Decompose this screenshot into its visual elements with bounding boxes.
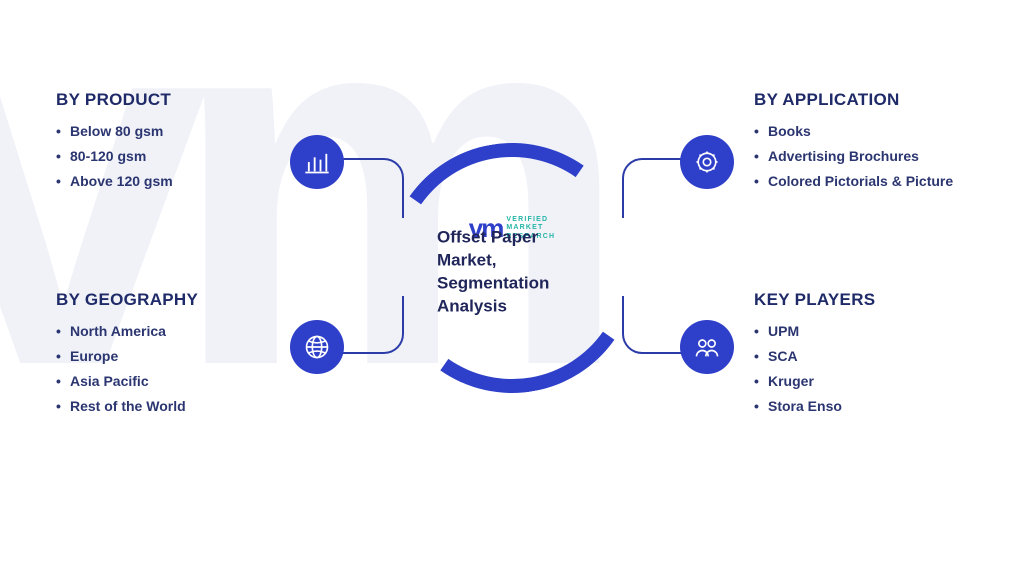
segment-geography: BY GEOGRAPHY North America Europe Asia Pac… bbox=[56, 290, 296, 422]
segment-list-geography: North America Europe Asia Pacific Rest of t… bbox=[56, 322, 296, 416]
gear-icon bbox=[680, 135, 734, 189]
center-title: Offset Paper Market, Segmentation Analys… bbox=[437, 227, 587, 319]
list-item: Asia Pacific bbox=[56, 372, 296, 391]
segment-title: BY PRODUCT bbox=[56, 90, 296, 110]
segment-application: BY APPLICATION Books Advertising Brochure… bbox=[754, 90, 994, 197]
list-item: Below 80 gsm bbox=[56, 122, 296, 141]
list-item: Rest of the World bbox=[56, 397, 296, 416]
list-item: Europe bbox=[56, 347, 296, 366]
globe-icon bbox=[290, 320, 344, 374]
list-item: Books bbox=[754, 122, 994, 141]
list-item: Kruger bbox=[754, 372, 994, 391]
segment-title: BY APPLICATION bbox=[754, 90, 994, 110]
people-icon bbox=[680, 320, 734, 374]
list-item: Above 120 gsm bbox=[56, 172, 296, 191]
list-item: North America bbox=[56, 322, 296, 341]
list-item: UPM bbox=[754, 322, 994, 341]
segment-list-keyplayers: UPM SCA Kruger Stora Enso bbox=[754, 322, 994, 416]
list-item: Stora Enso bbox=[754, 397, 994, 416]
list-item: 80-120 gsm bbox=[56, 147, 296, 166]
segment-title: KEY PLAYERS bbox=[754, 290, 994, 310]
list-item: SCA bbox=[754, 347, 994, 366]
center-title-wrap: Offset Paper Market, Segmentation Analys… bbox=[437, 227, 587, 319]
segment-title: BY GEOGRAPHY bbox=[56, 290, 296, 310]
diagram-root: BY PRODUCT Below 80 gsm 80-120 gsm Above 1… bbox=[0, 0, 1024, 576]
segment-list-application: Books Advertising Brochures Colored Pictor… bbox=[754, 122, 994, 191]
list-item: Colored Pictorials & Picture bbox=[754, 172, 994, 191]
center-circle: vm VERIFIEDMARKETRESEARCH Offset Paper M… bbox=[387, 143, 637, 393]
segment-product: BY PRODUCT Below 80 gsm 80-120 gsm Above 1… bbox=[56, 90, 296, 197]
bar-chart-icon bbox=[290, 135, 344, 189]
segment-list-product: Below 80 gsm 80-120 gsm Above 120 gsm bbox=[56, 122, 296, 191]
list-item: Advertising Brochures bbox=[754, 147, 994, 166]
segment-key-players: KEY PLAYERS UPM SCA Kruger Stora Enso bbox=[754, 290, 994, 422]
